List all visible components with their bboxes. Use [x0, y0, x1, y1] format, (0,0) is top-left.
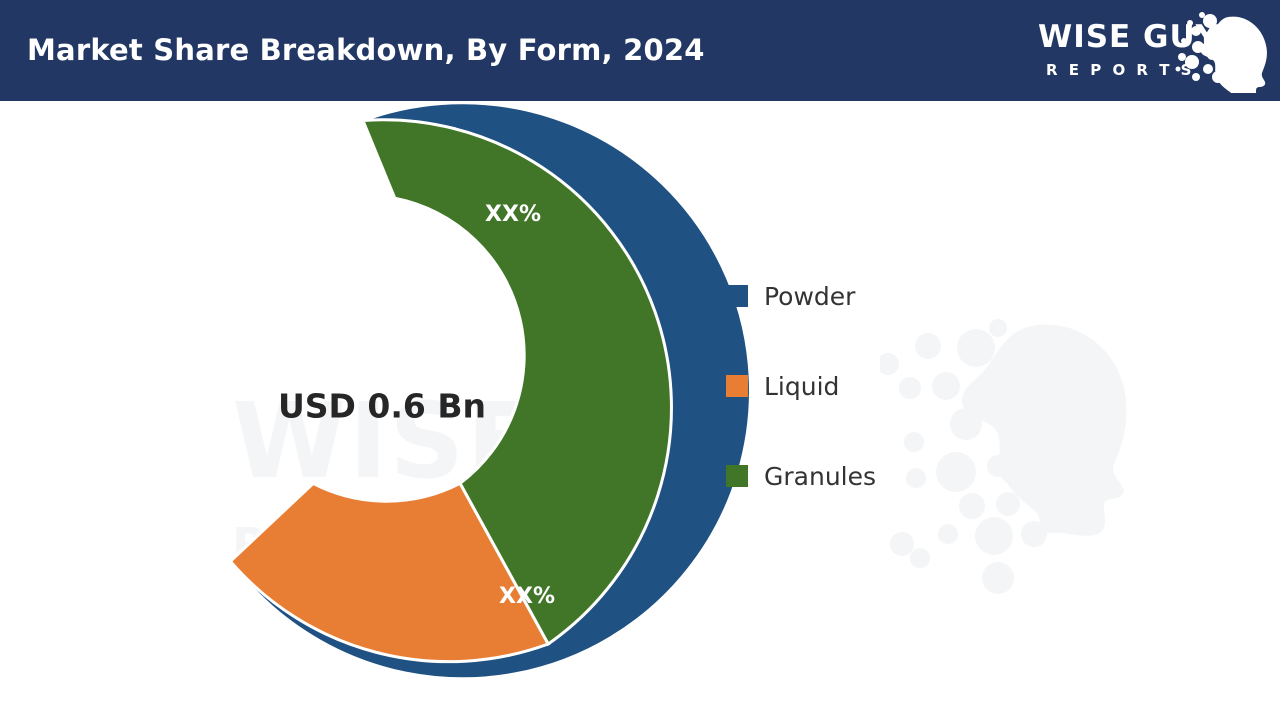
logo-head-icon	[1175, 12, 1267, 93]
donut-slices	[228, 101, 752, 681]
legend-item-granules[interactable]: Granules	[726, 431, 876, 521]
pie-label-granules: XX%	[485, 202, 541, 227]
pie-label-liquid: XX%	[499, 584, 555, 609]
legend-swatch-liquid	[726, 375, 748, 397]
legend-label-granules: Granules	[764, 461, 877, 491]
donut-chart: 40.0% XX% XX% USD 0.6 Bn	[108, 101, 752, 681]
pie-slice-liquid[interactable]	[228, 481, 551, 664]
logo-text-secondary: R E P O R T S	[1046, 61, 1194, 79]
header-bar: Market Share Breakdown, By Form, 2024 WI…	[0, 0, 1280, 101]
legend-swatch-powder	[726, 285, 748, 307]
wise-guy-reports-logo: WISE GUY R E P O R T S	[1038, 12, 1267, 93]
legend-item-liquid[interactable]: Liquid	[726, 341, 876, 431]
legend-swatch-granules	[726, 465, 748, 487]
legend-label-liquid: Liquid	[764, 371, 840, 401]
chart-legend: Powder Liquid Granules	[726, 251, 876, 521]
legend-item-powder[interactable]: Powder	[726, 251, 876, 341]
donut-center-value: USD 0.6 Bn	[278, 387, 486, 426]
pie-label-powder: 40.0%	[108, 404, 184, 429]
pie-slice-granules[interactable]	[360, 118, 673, 647]
legend-label-powder: Powder	[764, 281, 856, 311]
page-title: Market Share Breakdown, By Form, 2024	[27, 33, 705, 67]
